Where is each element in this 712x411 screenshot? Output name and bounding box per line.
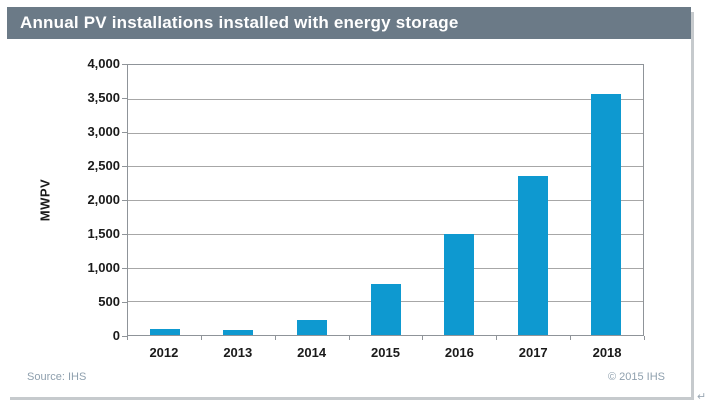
y-tick [122,302,127,303]
bar-2016 [444,234,475,335]
y-tick-label: 3,000 [87,124,120,139]
x-tick [496,336,497,340]
y-tick [122,132,127,133]
y-tick-label: 0 [112,328,120,343]
chart-title: Annual PV installations installed with e… [20,13,459,32]
x-tick [275,336,276,340]
y-tick [122,200,127,201]
y-tick-label: 2,500 [87,158,120,173]
y-tick-label: 1,000 [87,260,120,275]
chart-border-bottom [10,397,694,400]
plot-area [127,64,644,336]
x-tick-label: 2012 [149,345,179,360]
x-tick-label: 2018 [592,345,622,360]
copyright-label: © 2015 IHS [607,371,665,383]
gridline [128,233,643,235]
x-tick [201,336,202,340]
source-label: Source: IHS [27,371,87,383]
x-tick [644,336,645,340]
chart-title-bar: Annual PV installations installed with e… [7,7,691,39]
bar-2014 [296,320,327,335]
y-tick-label: 2,000 [87,192,120,207]
y-tick-label: 1,500 [87,226,120,241]
y-tick [122,336,127,337]
gridline [128,200,643,201]
x-tick [349,336,350,340]
chart-border-right [691,12,694,400]
bar-2017 [517,176,548,335]
x-tick [570,336,571,340]
x-tick-label: 2013 [223,345,253,360]
x-tick-label: 2016 [444,345,474,360]
bar-2018 [591,94,622,335]
y-tick [122,98,127,99]
y-tick [122,166,127,167]
y-tick [122,234,127,235]
y-tick [122,64,127,65]
paragraph-mark: ↵ [697,391,707,403]
y-tick-label: 3,500 [87,90,120,105]
x-tick-label: 2014 [297,345,327,360]
gridline [128,98,643,100]
x-tick-label: 2017 [518,345,548,360]
bar-2015 [370,283,401,335]
gridline [128,132,643,134]
bar-2012 [149,328,180,335]
x-tick-label: 2015 [371,345,400,360]
bar-2013 [223,330,254,335]
x-tick [127,336,128,340]
y-tick-label: 500 [98,294,120,309]
y-tick-label: 4,000 [87,56,120,71]
x-tick [422,336,423,340]
y-tick [122,268,127,269]
gridline [128,166,643,168]
gridline [128,267,643,269]
